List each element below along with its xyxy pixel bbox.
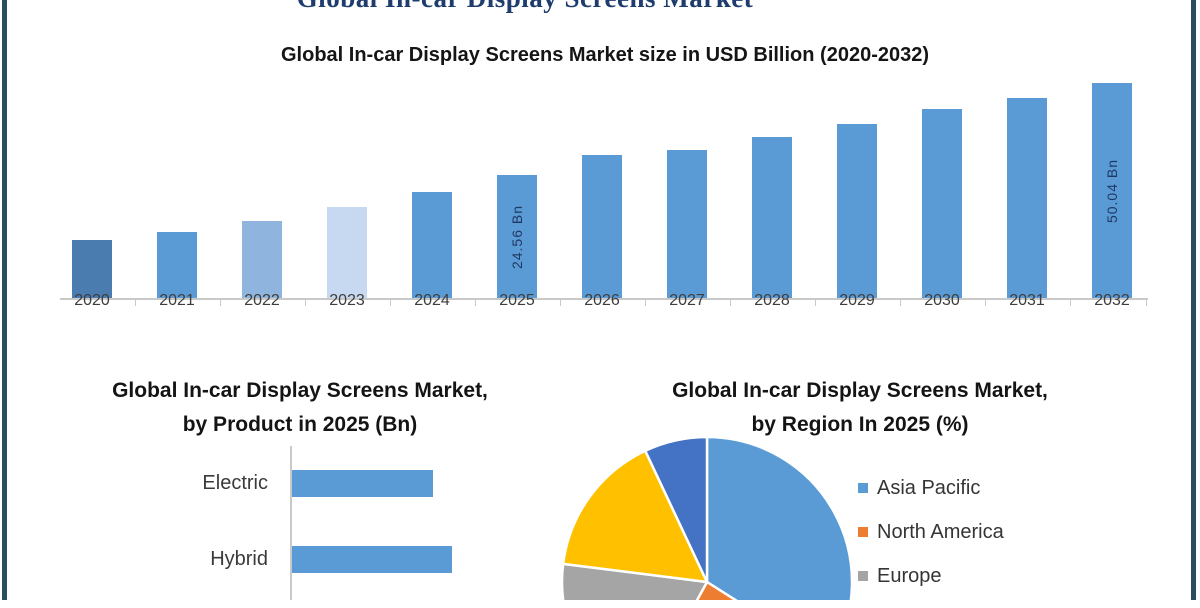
- bar-2025: 24.56 Bn: [497, 175, 537, 298]
- x-tick-label-2030: 2030: [924, 292, 960, 309]
- pie-slice-europe: [560, 562, 709, 600]
- pie-legend: Asia Pacific North America Europe: [858, 476, 1004, 608]
- x-tick-label-2031: 2031: [1009, 292, 1045, 309]
- bar-2023: [327, 207, 367, 298]
- bar-2024: [412, 192, 452, 298]
- bar-2031: [1007, 98, 1047, 298]
- bar-2021: [157, 232, 197, 298]
- bar-chart-plot-area: 24.56 Bn 50.04 Bn: [60, 70, 1150, 298]
- pie-slice-north-america: [695, 580, 738, 600]
- pie-slice-asia-pacific: [705, 435, 854, 600]
- x-tick-label-2029: 2029: [839, 292, 875, 309]
- pie-slice-region-4: [561, 449, 709, 584]
- bar-chart-title: Global In-car Display Screens Market siz…: [280, 44, 930, 66]
- x-axis-tick: [984, 300, 986, 306]
- product-bar-electric: [292, 470, 433, 497]
- region-chart-title: Global In-car Display Screens Market, by…: [620, 374, 1100, 442]
- x-tick-label-2022: 2022: [244, 292, 280, 309]
- legend-item-north-america: North America: [858, 520, 1004, 544]
- x-axis-tick: [474, 300, 476, 306]
- bar-2030: [922, 109, 962, 298]
- legend-item-asia-pacific: Asia Pacific: [858, 476, 1004, 500]
- bar-2027: [667, 150, 707, 298]
- x-axis-tick: [219, 300, 221, 306]
- by-product-bar-chart: Global In-car Display Screens Market, by…: [0, 370, 560, 600]
- product-chart-title-line2: by Product in 2025 (Bn): [182, 413, 418, 436]
- x-tick-label-2020: 2020: [74, 292, 110, 309]
- x-tick-label-2027: 2027: [669, 292, 705, 309]
- bar-value-label-2025: 24.56 Bn: [509, 204, 525, 269]
- bar-2026: [582, 155, 622, 298]
- product-chart-title: Global In-car Display Screens Market, by…: [40, 374, 560, 442]
- legend-swatch-icon-north-america: [858, 527, 868, 537]
- x-axis-tick: [304, 300, 306, 306]
- region-chart-title-line2: by Region In 2025 (%): [751, 413, 969, 436]
- x-tick-label-2026: 2026: [584, 292, 620, 309]
- x-axis-tick: [1069, 300, 1071, 306]
- x-axis-tick: [729, 300, 731, 306]
- bar-2020: [72, 240, 112, 298]
- x-axis-tick: [644, 300, 646, 306]
- region-pie: [560, 435, 854, 600]
- bar-2032: 50.04 Bn: [1092, 83, 1132, 298]
- x-axis-tick: [389, 300, 391, 306]
- legend-swatch-icon-europe: [858, 571, 868, 581]
- product-bar-hybrid: [292, 546, 452, 573]
- x-tick-label-2032: 2032: [1094, 292, 1130, 309]
- legend-label-europe: Europe: [877, 564, 942, 587]
- legend-label-asia-pacific: Asia Pacific: [877, 476, 981, 499]
- x-tick-label-2024: 2024: [414, 292, 450, 309]
- pie-slice-region-5: [644, 435, 709, 584]
- page-title: Global In-car Display Screens Market: [0, 0, 1050, 14]
- x-tick-label-2023: 2023: [329, 292, 365, 309]
- x-axis-tick: [559, 300, 561, 306]
- bar-value-label-2032: 50.04 Bn: [1104, 158, 1120, 223]
- category-axis-line: [290, 446, 292, 600]
- x-tick-label-2021: 2021: [159, 292, 195, 309]
- legend-item-europe: Europe: [858, 564, 1004, 588]
- product-label-hybrid: Hybrid: [210, 548, 268, 570]
- x-axis-line: [60, 298, 1148, 300]
- legend-swatch-icon-asia-pacific: [858, 483, 868, 493]
- region-chart-title-line1: Global In-car Display Screens Market,: [672, 379, 1048, 402]
- x-axis-tick: [814, 300, 816, 306]
- page-border-left: [2, 0, 7, 600]
- by-region-pie-chart: Global In-car Display Screens Market, by…: [540, 370, 1200, 600]
- product-label-electric: Electric: [202, 472, 268, 494]
- x-axis-tick: [1146, 300, 1147, 306]
- bar-2028: [752, 137, 792, 298]
- x-tick-label-2028: 2028: [754, 292, 790, 309]
- market-size-bar-chart: Global In-car Display Screens Market siz…: [60, 44, 1150, 334]
- legend-label-north-america: North America: [877, 520, 1004, 543]
- x-tick-label-2025: 2025: [499, 292, 535, 309]
- bar-2029: [837, 124, 877, 298]
- x-axis-tick: [134, 300, 136, 306]
- x-axis-tick: [899, 300, 901, 306]
- page-border-right: [1191, 0, 1196, 600]
- bar-2022: [242, 221, 282, 298]
- product-chart-title-line1: Global In-car Display Screens Market,: [112, 379, 488, 402]
